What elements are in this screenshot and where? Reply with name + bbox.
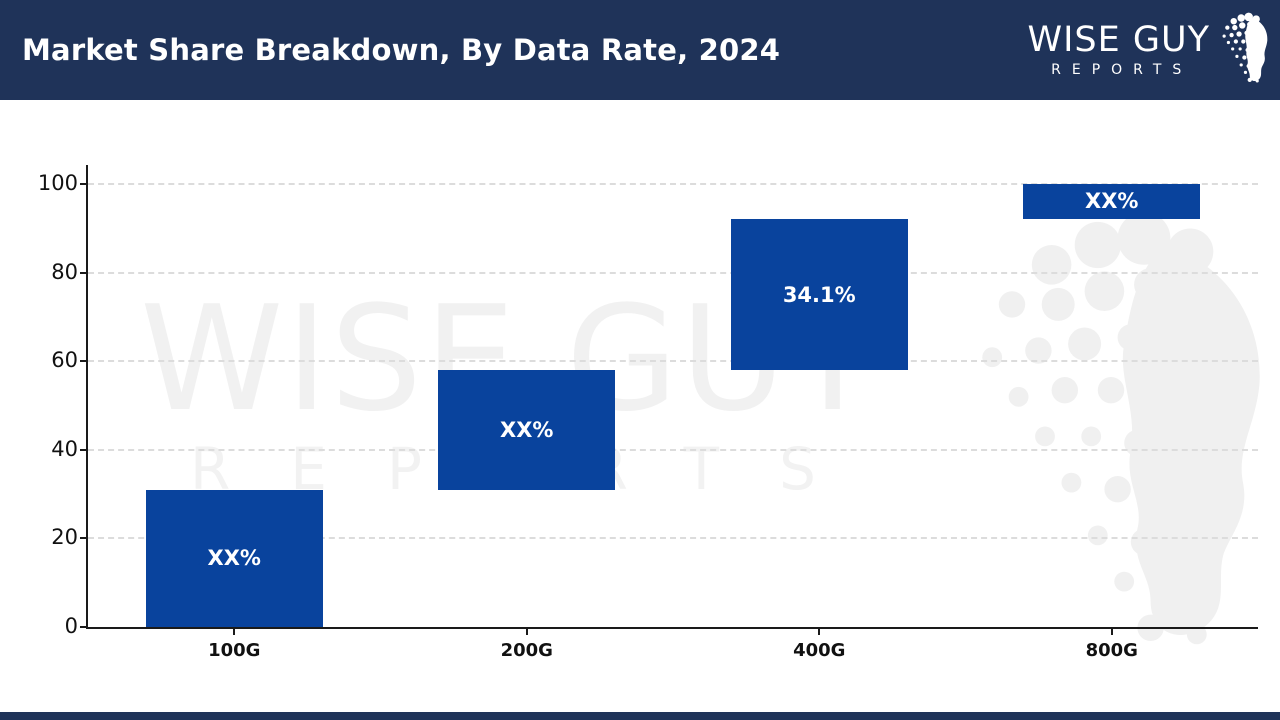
y-tick-label: 0 — [64, 614, 78, 638]
x-tick-200G — [525, 627, 528, 635]
y-axis — [86, 165, 88, 629]
x-tick-800G — [1110, 627, 1113, 635]
y-tick-20 — [80, 537, 88, 540]
gridline-80 — [88, 271, 1258, 274]
footer-bar — [0, 712, 1280, 720]
bar-value-label: XX% — [207, 546, 261, 571]
bar-100G: XX% — [145, 489, 323, 627]
bar-value-label: XX% — [1085, 189, 1139, 214]
wise-guy-logo: WISE GUY REPORTS — [1027, 12, 1270, 88]
bar-800G: XX% — [1023, 184, 1201, 219]
page-title: Market Share Breakdown, By Data Rate, 20… — [22, 33, 781, 67]
x-tick-100G — [233, 627, 236, 635]
y-tick-60 — [80, 360, 88, 363]
bar-200G: XX% — [438, 370, 616, 490]
x-tick-label: 200G — [500, 640, 553, 661]
logo-wordmark: WISE GUY — [1027, 19, 1210, 60]
y-tick-0 — [80, 626, 88, 628]
bar-value-label: 34.1% — [782, 282, 856, 307]
y-tick-label: 40 — [51, 436, 78, 461]
gridline-40 — [88, 448, 1258, 451]
gridline-20 — [88, 537, 1258, 540]
logo-subtext: REPORTS — [1051, 61, 1193, 78]
y-tick-80 — [80, 271, 88, 274]
x-tick-label: 800G — [1085, 640, 1138, 661]
x-axis — [86, 627, 1258, 629]
y-tick-100 — [80, 183, 88, 185]
y-tick-label: 20 — [51, 525, 78, 550]
y-tick-label: 80 — [51, 259, 78, 284]
bar-value-label: XX% — [500, 417, 554, 442]
dotted-face-icon — [1222, 12, 1268, 83]
gridline-60 — [88, 360, 1258, 363]
x-tick-label: 100G — [208, 640, 261, 661]
bar-400G: 34.1% — [730, 218, 908, 371]
header: Market Share Breakdown, By Data Rate, 20… — [0, 0, 1280, 100]
logo-text: WISE GUY REPORTS — [1027, 19, 1210, 78]
x-tick-label: 400G — [793, 640, 846, 661]
y-tick-40 — [80, 448, 88, 451]
gridline-100 — [88, 183, 1258, 185]
y-tick-label: 100 — [37, 171, 78, 195]
x-tick-400G — [818, 627, 821, 635]
y-tick-label: 60 — [51, 348, 78, 373]
